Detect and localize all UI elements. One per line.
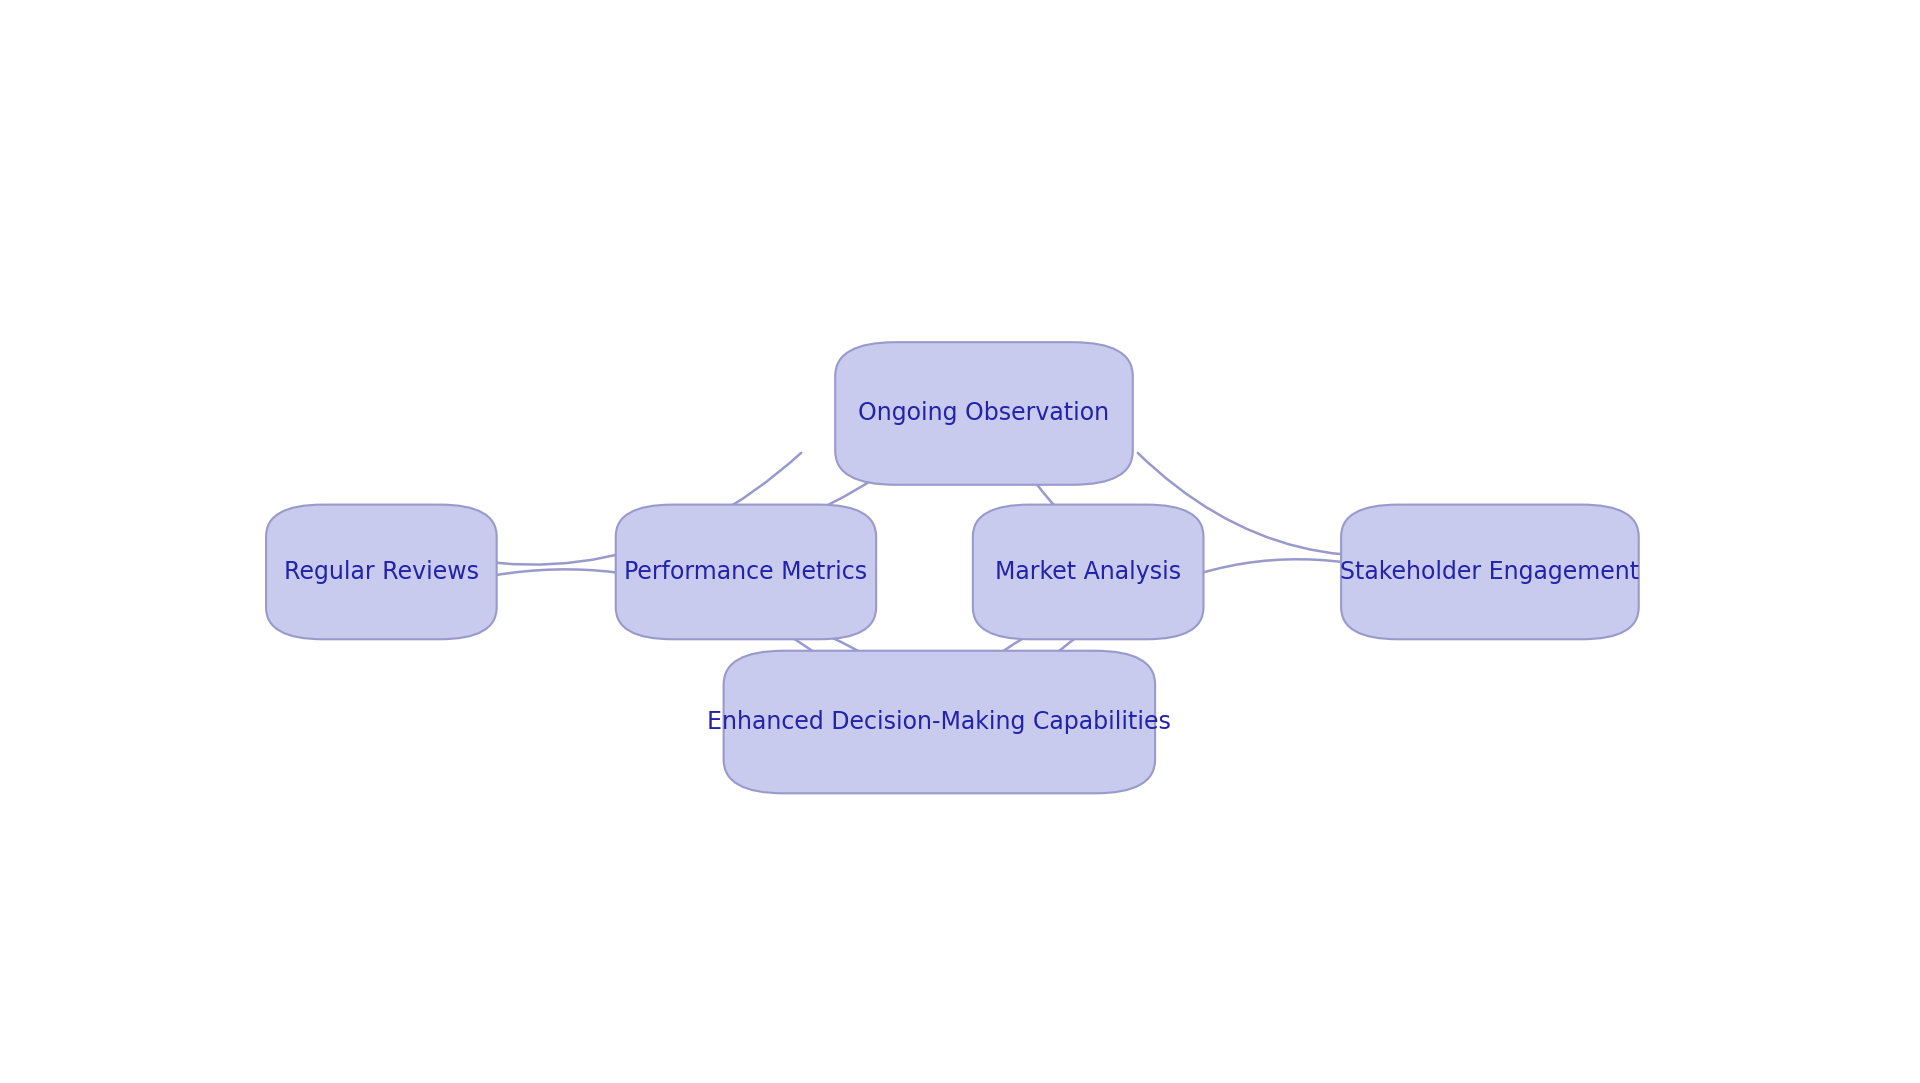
Text: Regular Reviews: Regular Reviews [284, 560, 478, 584]
FancyBboxPatch shape [267, 505, 497, 639]
Text: Ongoing Observation: Ongoing Observation [858, 402, 1110, 426]
Text: Market Analysis: Market Analysis [995, 560, 1181, 584]
FancyBboxPatch shape [835, 342, 1133, 485]
Text: Performance Metrics: Performance Metrics [624, 560, 868, 584]
FancyBboxPatch shape [724, 651, 1156, 794]
FancyBboxPatch shape [973, 505, 1204, 639]
Text: Enhanced Decision-Making Capabilities: Enhanced Decision-Making Capabilities [707, 710, 1171, 734]
FancyBboxPatch shape [1340, 505, 1640, 639]
Text: Stakeholder Engagement: Stakeholder Engagement [1340, 560, 1640, 584]
FancyBboxPatch shape [616, 505, 876, 639]
